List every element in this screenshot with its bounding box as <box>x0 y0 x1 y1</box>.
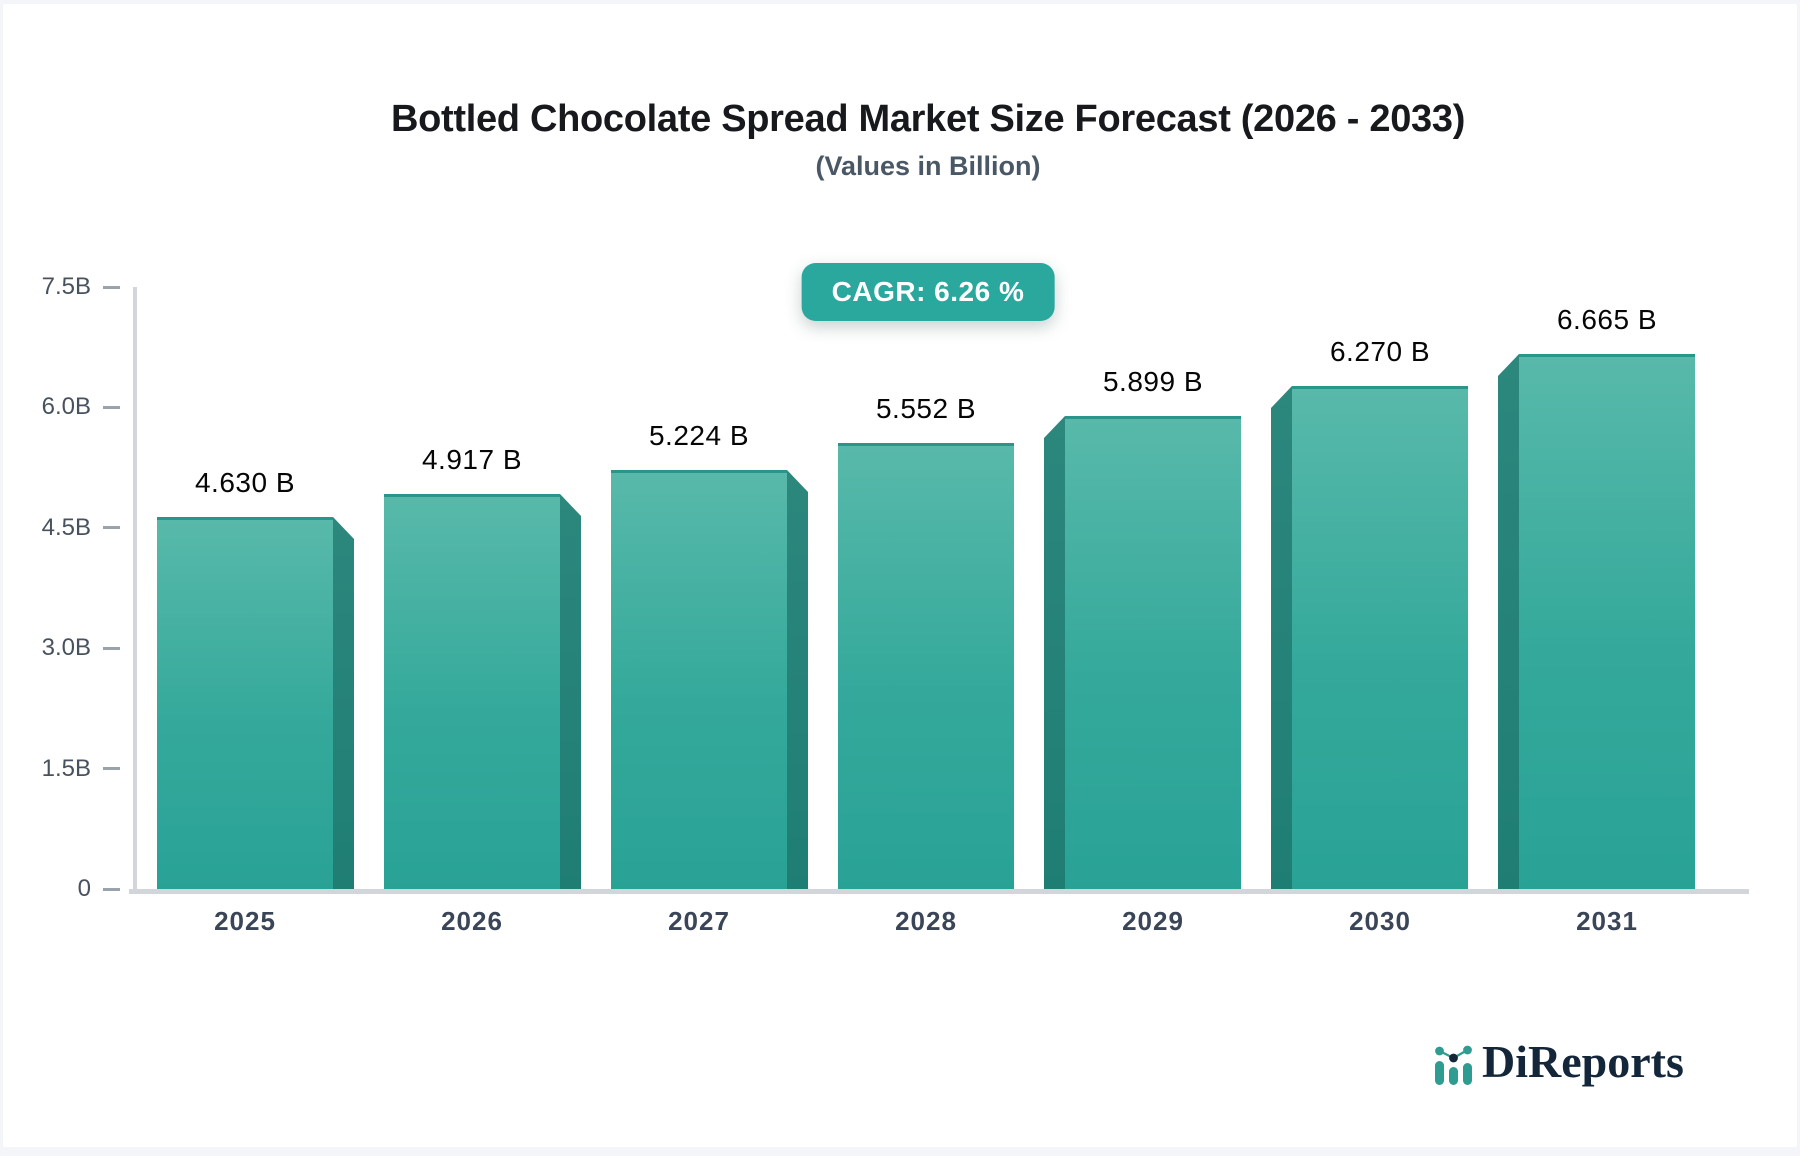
y-tick-mark <box>103 887 120 891</box>
bar-side-face <box>787 470 808 889</box>
brand-logo: DiReports <box>1433 1036 1684 1088</box>
x-axis-label: 2028 <box>895 906 957 936</box>
y-tick-mark <box>103 767 120 771</box>
y-axis-line <box>133 287 137 890</box>
x-axis-label: 2030 <box>1349 906 1411 936</box>
bar-value-label: 5.224 B <box>648 420 750 451</box>
x-axis-label: 2025 <box>214 906 276 936</box>
logo-chart-icon <box>1435 1045 1472 1085</box>
y-tick-label: 1.5B <box>41 754 91 782</box>
y-tick-label: 7.5B <box>41 273 91 300</box>
y-tick-mark <box>103 526 120 530</box>
cagr-badge: CAGR: 6.26 % <box>801 263 1055 321</box>
x-axis-label: 2029 <box>1122 906 1184 936</box>
x-axis-label: 2027 <box>668 906 730 936</box>
y-tick-mark <box>103 646 120 650</box>
bar-2031 <box>1519 354 1695 889</box>
bar-value-label: 4.630 B <box>194 467 296 498</box>
logo-text: DiReports <box>1482 1036 1684 1087</box>
bar-side-face <box>1498 354 1519 889</box>
bar-side-face <box>333 517 354 889</box>
y-tick-label: 4.5B <box>41 513 91 541</box>
bar-value-label: 5.899 B <box>1102 366 1204 397</box>
x-axis-label: 2031 <box>1576 906 1638 936</box>
bar-2029 <box>1065 416 1241 889</box>
chart-title: Bottled Chocolate Spread Market Size For… <box>390 98 1466 140</box>
chart-card: Bottled Chocolate Spread Market Size For… <box>3 4 1797 1147</box>
y-tick-label: 3.0B <box>41 634 91 662</box>
x-axis-line <box>129 889 1749 894</box>
y-tick-label: 6.0B <box>41 393 91 421</box>
bar-2026 <box>384 494 560 889</box>
bar-value-label: 5.552 B <box>875 393 977 424</box>
bar-value-label: 4.917 B <box>421 444 523 475</box>
bar-2027 <box>611 470 787 889</box>
bar-value-label: 6.270 B <box>1329 336 1431 367</box>
bar-side-face <box>1044 416 1065 889</box>
bar-2030 <box>1292 386 1468 889</box>
y-tick-mark <box>103 285 120 289</box>
x-axis-label: 2026 <box>441 906 503 936</box>
bar-2028 <box>838 443 1014 889</box>
bar-side-face <box>1271 386 1292 889</box>
y-tick-label: 0 <box>77 875 91 902</box>
bar-value-label: 6.665 B <box>1556 304 1658 335</box>
bar-2025 <box>157 517 333 889</box>
chart-subtitle: (Values in Billion) <box>815 151 1041 181</box>
bar-side-face <box>560 494 581 889</box>
y-tick-mark <box>103 405 120 409</box>
